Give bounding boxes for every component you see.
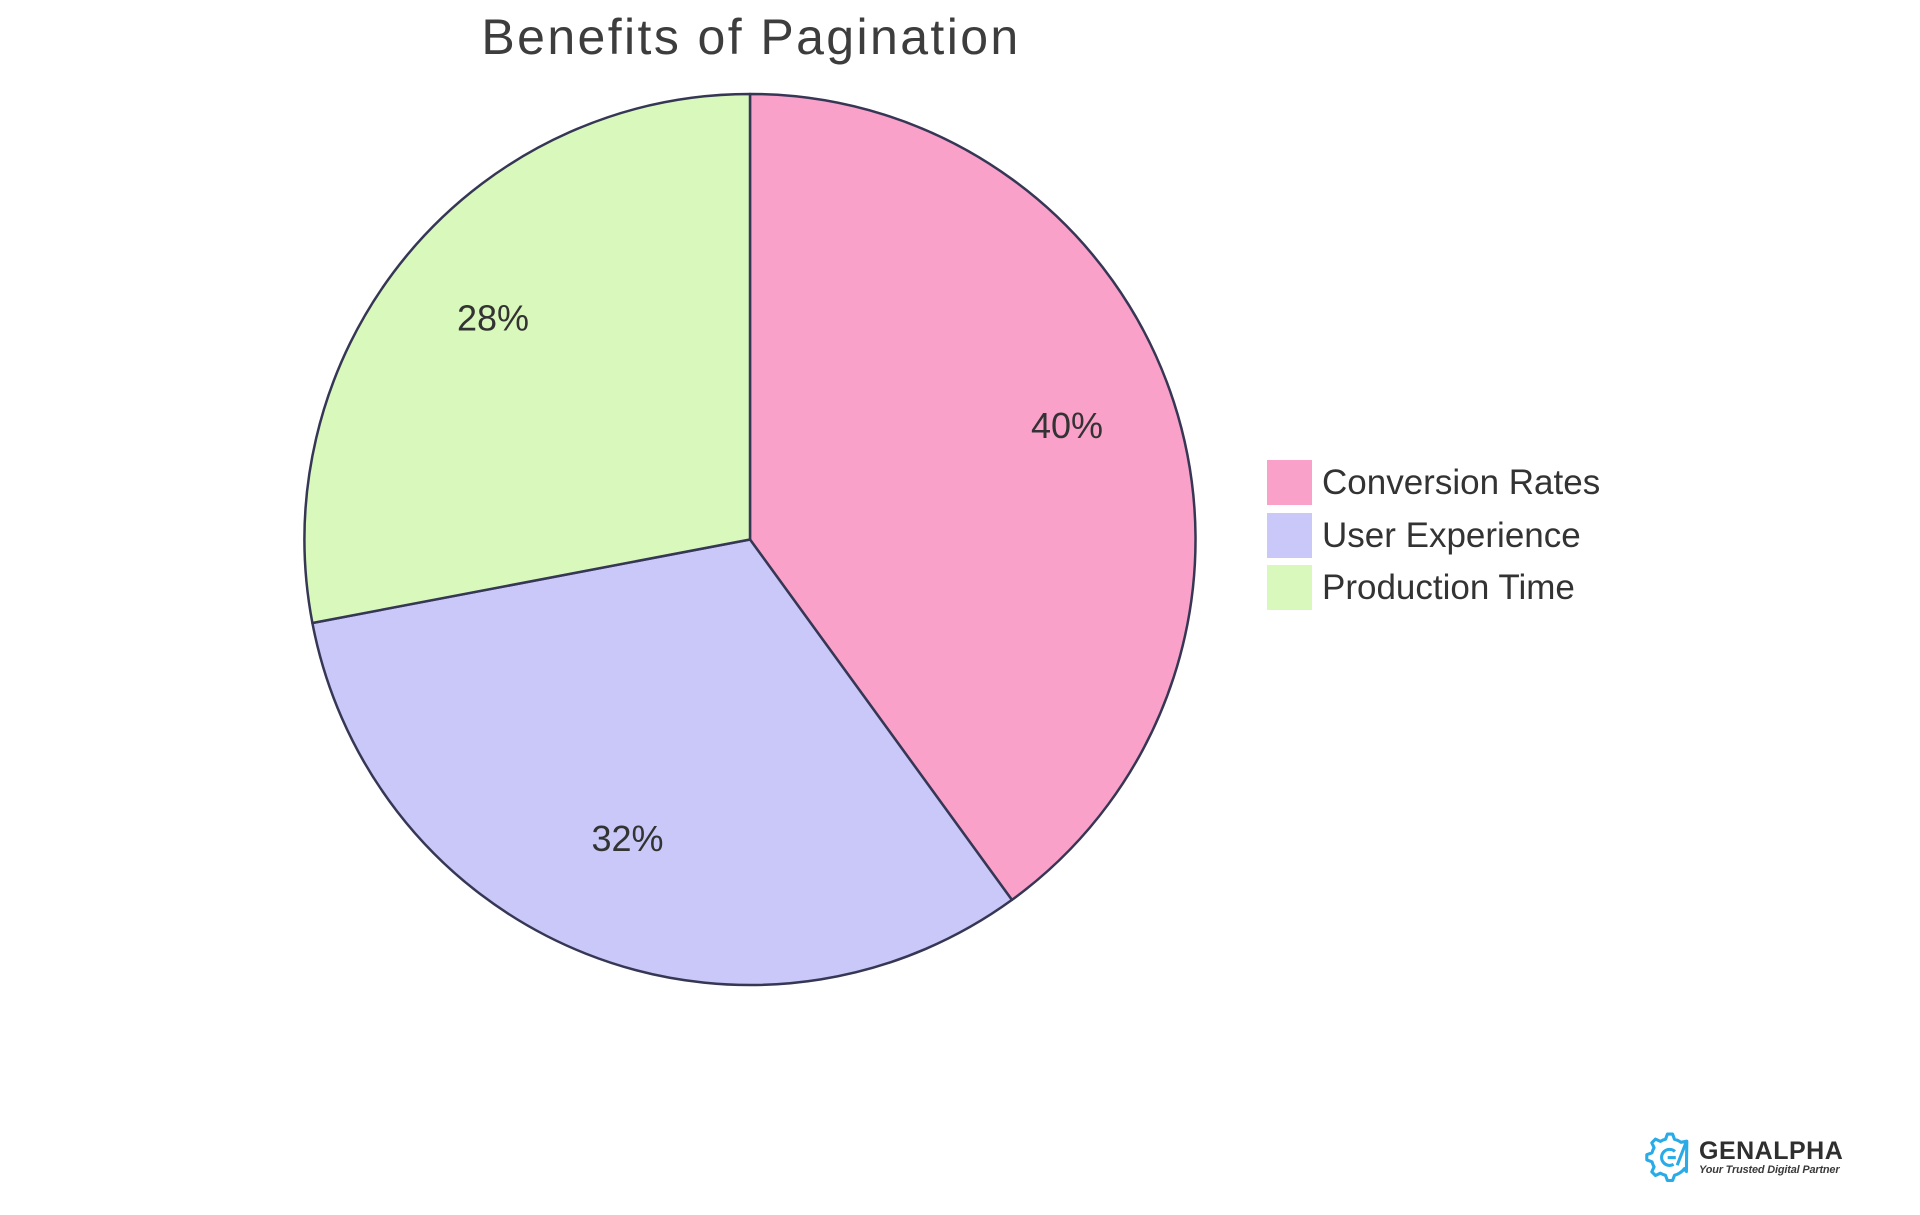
- svg-text:40%: 40%: [1031, 405, 1103, 446]
- svg-text:32%: 32%: [591, 818, 663, 859]
- svg-text:28%: 28%: [457, 298, 529, 339]
